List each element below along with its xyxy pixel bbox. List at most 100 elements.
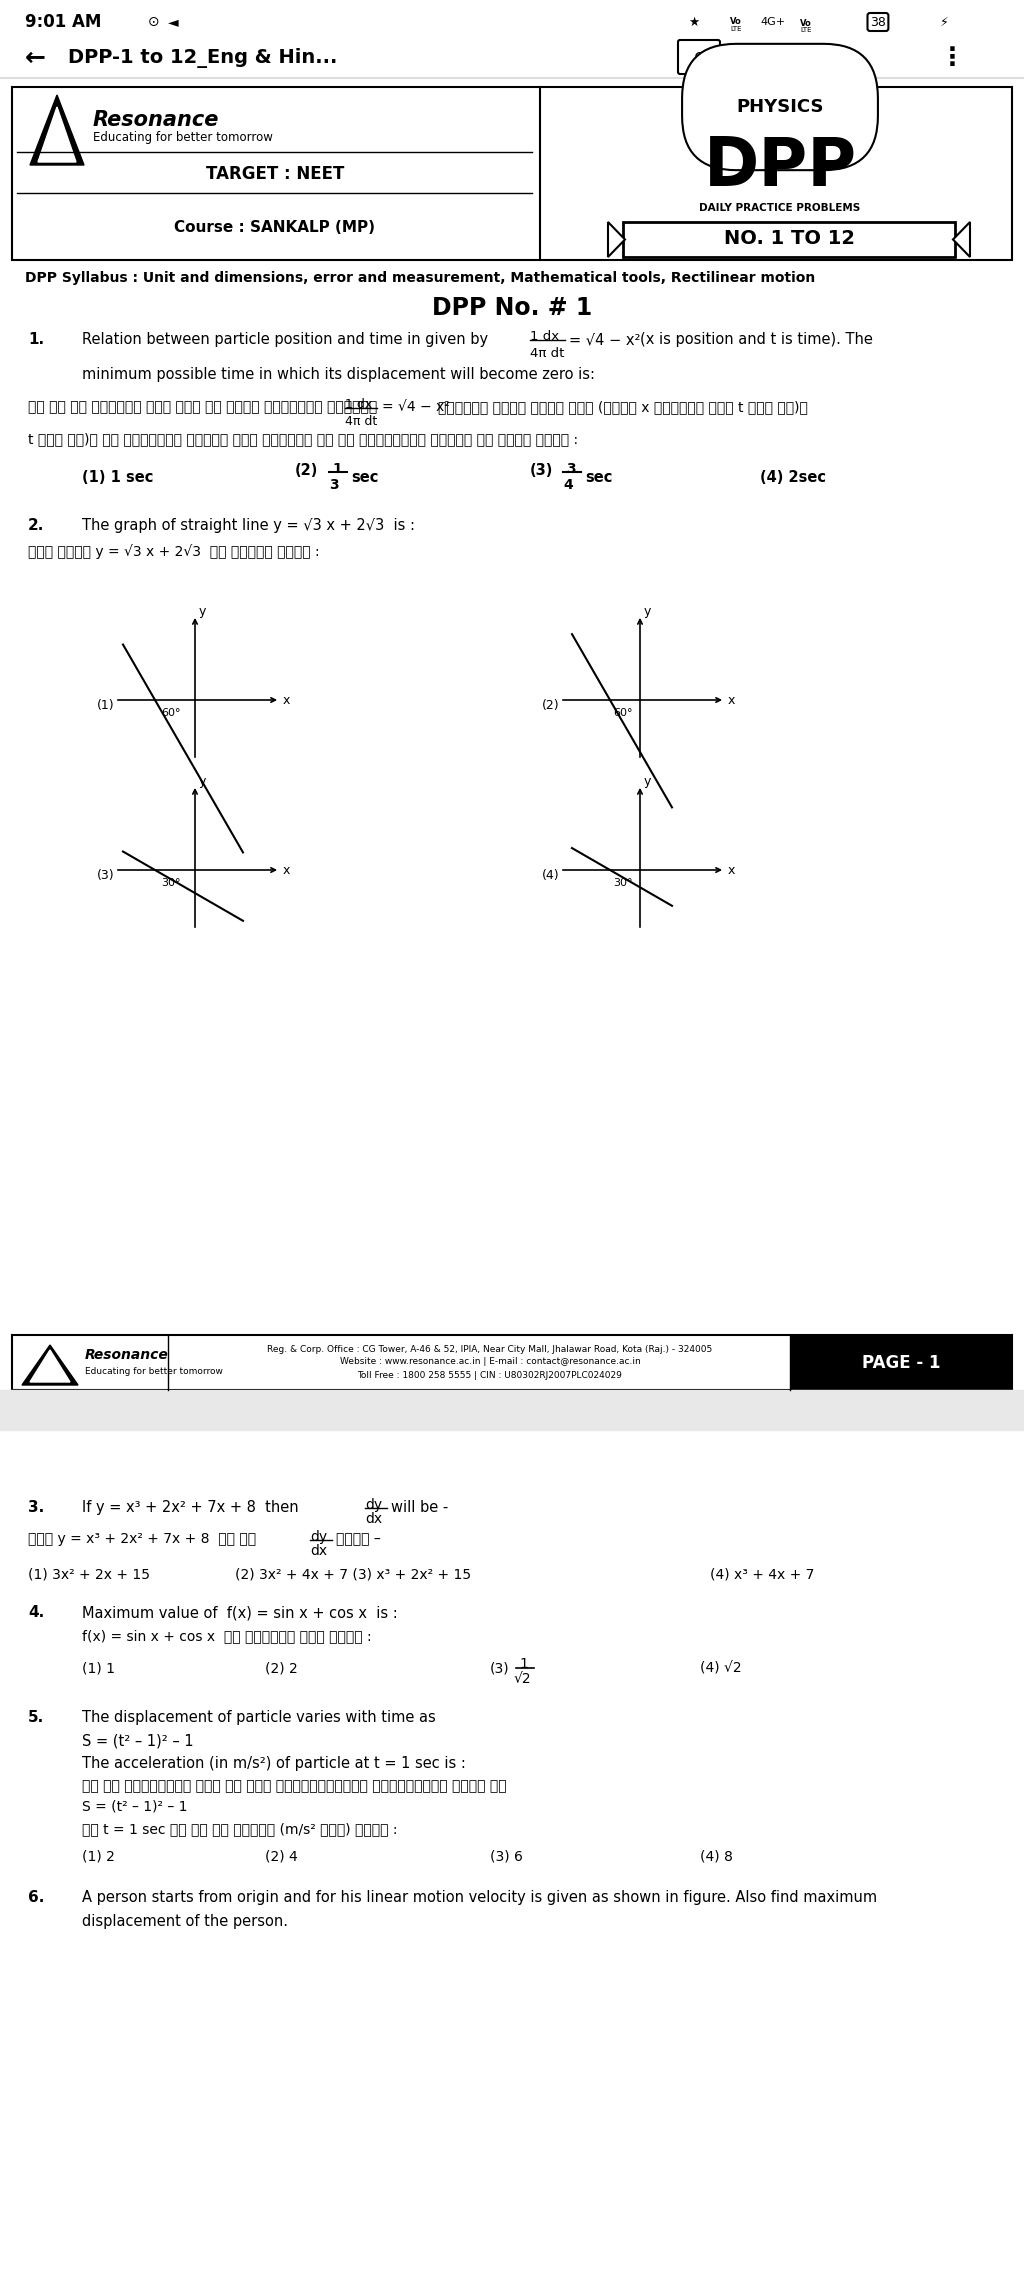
Bar	[0, 84, 1024, 1390]
Text: DPP: DPP	[703, 134, 856, 200]
Polygon shape	[30, 96, 84, 166]
Text: (4) 2sec: (4) 2sec	[760, 471, 826, 485]
Text: A+: A+	[775, 50, 804, 66]
Text: एक कण की स्थिति तथा समय के मध्य सम्बध्ध समीकरण: एक कण की स्थिति तथा समय के मध्य सम्बध्ध …	[28, 400, 377, 414]
Text: 4.: 4.	[28, 1604, 44, 1620]
Text: Educating for better tomorrow: Educating for better tomorrow	[93, 130, 272, 143]
Text: (4) x³ + 4x + 7: (4) x³ + 4x + 7	[710, 1567, 814, 1581]
Text: द्वारा दिया जाता है। (यहाँ x स्थिति तथा t समय है)।: द्वारा दिया जाता है। (यहाँ x स्थिति तथा …	[438, 400, 808, 414]
Text: t समय है)। वह न्यूनतम सम्भव समय जिसमें कण का विस्थापन शून्य हो क्या होगा :: t समय है)। वह न्यूनतम सम्भव समय जिसमें क…	[28, 432, 579, 446]
Text: A person starts from origin and for his linear motion velocity is given as shown: A person starts from origin and for his …	[82, 1891, 878, 1904]
Text: सरल रेखा y = √3 x + 2√3  का ग्राफ होगा :: सरल रेखा y = √3 x + 2√3 का ग्राफ होगा :	[28, 544, 319, 560]
Text: Reg. & Corp. Office : CG Tower, A-46 & 52, IPIA, Near City Mall, Jhalawar Road, : Reg. & Corp. Office : CG Tower, A-46 & 5…	[267, 1345, 713, 1354]
Text: 1: 1	[519, 1656, 528, 1672]
FancyBboxPatch shape	[678, 41, 720, 75]
Text: 3: 3	[329, 478, 339, 491]
Text: Educating for better tomorrow: Educating for better tomorrow	[85, 1367, 223, 1376]
Text: √2: √2	[514, 1672, 531, 1686]
Text: TARGET : NEET: TARGET : NEET	[206, 166, 344, 182]
Text: 1 dx: 1 dx	[530, 330, 559, 344]
Text: तो t = 1 sec पर कण का त्वरण (m/s² में) होगा :: तो t = 1 sec पर कण का त्वरण (m/s² में) ह…	[82, 1822, 397, 1836]
Text: f(x) = sin x + cos x  का अधिकतम मान होगा :: f(x) = sin x + cos x का अधिकतम मान होगा …	[82, 1629, 372, 1643]
Text: (1) 1: (1) 1	[82, 1661, 115, 1674]
Text: 9:01 AM: 9:01 AM	[25, 14, 101, 32]
Text: ⚡: ⚡	[940, 16, 949, 30]
Text: sec: sec	[351, 471, 379, 485]
Text: 4G+: 4G+	[760, 16, 785, 27]
Bar	[12, 86, 1012, 259]
Bar	[790, 1335, 1012, 1390]
Text: y: y	[199, 776, 207, 789]
Text: Vo: Vo	[730, 18, 741, 27]
Text: 3.: 3.	[28, 1499, 44, 1515]
Text: y: y	[644, 605, 651, 619]
Text: DPP Syllabus : Unit and dimensions, error and measurement, Mathematical tools, R: DPP Syllabus : Unit and dimensions, erro…	[25, 271, 815, 284]
Text: dy: dy	[365, 1497, 382, 1513]
Text: (2) 4: (2) 4	[265, 1850, 298, 1863]
Text: 2.: 2.	[28, 519, 44, 532]
Text: x: x	[728, 864, 735, 876]
Text: ◄: ◄	[168, 16, 178, 30]
Polygon shape	[30, 1349, 70, 1381]
Text: displacement of the person.: displacement of the person.	[82, 1913, 288, 1929]
Text: होगा –: होगा –	[336, 1531, 381, 1547]
Text: 4: 4	[563, 478, 572, 491]
Text: 4π dt: 4π dt	[345, 414, 377, 428]
Text: 30°: 30°	[613, 878, 633, 887]
Text: Resonance: Resonance	[93, 109, 219, 130]
Text: dy: dy	[310, 1531, 327, 1545]
Text: यदि y = x³ + 2x² + 7x + 8  है तो: यदि y = x³ + 2x² + 7x + 8 है तो	[28, 1531, 256, 1547]
Text: (3) 6: (3) 6	[490, 1850, 523, 1863]
Text: (2) 2: (2) 2	[265, 1661, 298, 1674]
Text: (3): (3)	[530, 464, 553, 478]
Text: The graph of straight line y = √3 x + 2√3  is :: The graph of straight line y = √3 x + 2√…	[82, 519, 415, 532]
Text: 6.: 6.	[28, 1891, 44, 1904]
Text: ⊙: ⊙	[148, 16, 160, 30]
Text: = √4 − x²: = √4 − x²	[382, 400, 450, 414]
Text: The acceleration (in m/s²) of particle at t = 1 sec is :: The acceleration (in m/s²) of particle a…	[82, 1756, 466, 1770]
Text: (1) 1 sec: (1) 1 sec	[82, 471, 154, 485]
Text: ★: ★	[688, 16, 699, 30]
Text: NO. 1 TO 12: NO. 1 TO 12	[724, 230, 854, 248]
Text: PAGE - 1: PAGE - 1	[862, 1354, 940, 1372]
Text: 60°: 60°	[161, 708, 180, 719]
Text: Resonance: Resonance	[85, 1349, 169, 1363]
Text: 30°: 30°	[161, 878, 180, 887]
Text: Course : SANKALP (MP): Course : SANKALP (MP)	[174, 221, 376, 237]
Text: x: x	[283, 694, 291, 708]
Text: Toll Free : 1800 258 5555 | CIN : U80302RJ2007PLC024029: Toll Free : 1800 258 5555 | CIN : U80302…	[357, 1370, 623, 1379]
Text: 1 dx: 1 dx	[345, 398, 373, 412]
Text: 3: 3	[566, 462, 575, 475]
Text: = √4 − x²: = √4 − x²	[569, 332, 640, 348]
Text: (4) 8: (4) 8	[700, 1850, 733, 1863]
Text: 5.: 5.	[28, 1711, 44, 1724]
Polygon shape	[608, 223, 625, 257]
Bar	[12, 1335, 1012, 1390]
Polygon shape	[38, 107, 76, 162]
Text: ←: ←	[25, 46, 46, 71]
Text: S = (t² – 1)² – 1: S = (t² – 1)² – 1	[82, 1800, 187, 1813]
Text: dx: dx	[310, 1545, 327, 1558]
Text: (4): (4)	[542, 869, 560, 880]
Text: S = (t² – 1)² – 1: S = (t² – 1)² – 1	[82, 1734, 194, 1747]
Text: LTE: LTE	[800, 27, 811, 34]
Text: minimum possible time in which its displacement will become zero is:: minimum possible time in which its displ…	[82, 366, 595, 382]
Polygon shape	[953, 223, 970, 257]
Text: (2) 3x² + 4x + 7 (3) x³ + 2x² + 15: (2) 3x² + 4x + 7 (3) x³ + 2x² + 15	[234, 1567, 471, 1581]
Text: x: x	[728, 694, 735, 708]
Text: Relation between particle position and time in given by: Relation between particle position and t…	[82, 332, 488, 348]
Text: ⚲: ⚲	[693, 50, 705, 66]
Text: y: y	[644, 776, 651, 789]
Text: 60°: 60°	[613, 708, 633, 719]
Text: 1.: 1.	[28, 332, 44, 348]
Text: DPP-1 to 12_Eng & Hin...: DPP-1 to 12_Eng & Hin...	[68, 48, 337, 68]
Text: (1): (1)	[97, 698, 115, 712]
Text: ⋮: ⋮	[940, 46, 965, 71]
Text: x: x	[283, 864, 291, 876]
Text: DPP No. # 1: DPP No. # 1	[432, 296, 592, 321]
Text: sec: sec	[585, 471, 612, 485]
Text: (x is position and t is time). The: (x is position and t is time). The	[640, 332, 872, 348]
Bar	[0, 1431, 1024, 2275]
Text: LTE: LTE	[730, 25, 741, 32]
Bar	[623, 223, 955, 257]
